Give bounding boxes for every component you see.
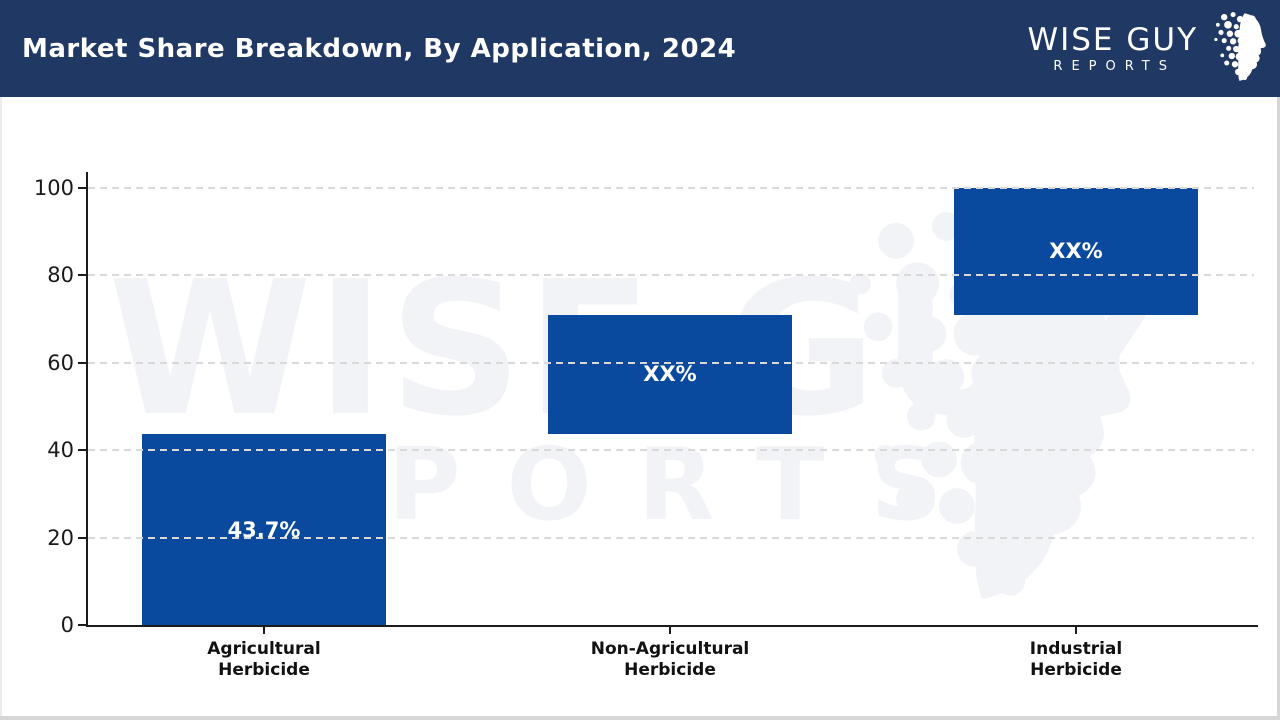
y-tick-mark-80 <box>78 274 86 277</box>
page-bottom-border <box>0 716 1280 720</box>
x-tick-mark-2 <box>669 627 671 634</box>
page-title: Market Share Breakdown, By Application, … <box>22 33 737 64</box>
header-bar: Market Share Breakdown, By Application, … <box>0 0 1280 97</box>
y-tick-label-80: 80 <box>47 263 74 288</box>
y-tick-mark-60 <box>78 361 86 364</box>
bar-2: XX% <box>548 314 792 435</box>
bar-value-label-2: XX% <box>643 362 697 387</box>
grid-line-80 <box>88 274 1254 277</box>
x-category-label-line: Herbicide <box>624 660 716 680</box>
bar-value-label-3: XX% <box>1049 239 1103 264</box>
brand-logo: WISE GUY REPORTS <box>1027 8 1270 90</box>
bar-3: XX% <box>954 188 1198 315</box>
grid-line-60 <box>88 361 1254 364</box>
x-category-label-line: Agricultural <box>207 639 321 659</box>
x-category-label-1: Agricultural Herbicide <box>104 639 424 681</box>
y-axis-line <box>86 172 88 627</box>
x-tick-mark-3 <box>1075 627 1077 634</box>
x-category-label-line: Industrial <box>1029 639 1123 659</box>
grid-line-100 <box>88 187 1254 189</box>
grid-line-40 <box>88 449 1254 452</box>
y-tick-label-40: 40 <box>47 438 74 463</box>
x-category-label-line: Herbicide <box>1030 660 1122 680</box>
brand-subtitle: REPORTS <box>1053 58 1177 74</box>
bar-1: 43.7% <box>142 434 386 625</box>
y-tick-mark-20 <box>78 536 86 539</box>
x-category-label-line: Non-Agricultural <box>590 639 750 659</box>
y-tick-mark-40 <box>78 449 86 452</box>
x-category-label-3: Industrial Herbicide <box>916 639 1236 681</box>
x-category-label-line: Herbicide <box>218 660 310 680</box>
page-left-border <box>0 97 2 720</box>
y-tick-mark-0 <box>78 624 86 626</box>
y-tick-label-100: 100 <box>33 176 74 200</box>
y-tick-label-60: 60 <box>47 350 74 375</box>
brand-name: WISE GUY <box>1027 21 1198 58</box>
x-axis-line <box>86 625 1258 627</box>
x-category-label-2: Non-Agricultural Herbicide <box>510 639 830 681</box>
x-tick-mark-1 <box>263 627 265 634</box>
chart-area: WISE GUY REPORTS 0 20 40 60 80 100 43.7% XX% XX%… <box>0 97 1280 720</box>
grid-line-20 <box>88 536 1254 539</box>
page-right-border <box>1277 97 1280 720</box>
y-tick-label-20: 20 <box>47 525 74 550</box>
brand-logo-text: WISE GUY REPORTS <box>1027 21 1198 74</box>
y-tick-mark-100 <box>78 187 86 189</box>
y-tick-label-0: 0 <box>60 613 74 637</box>
wise-guy-face-icon <box>1200 8 1270 90</box>
